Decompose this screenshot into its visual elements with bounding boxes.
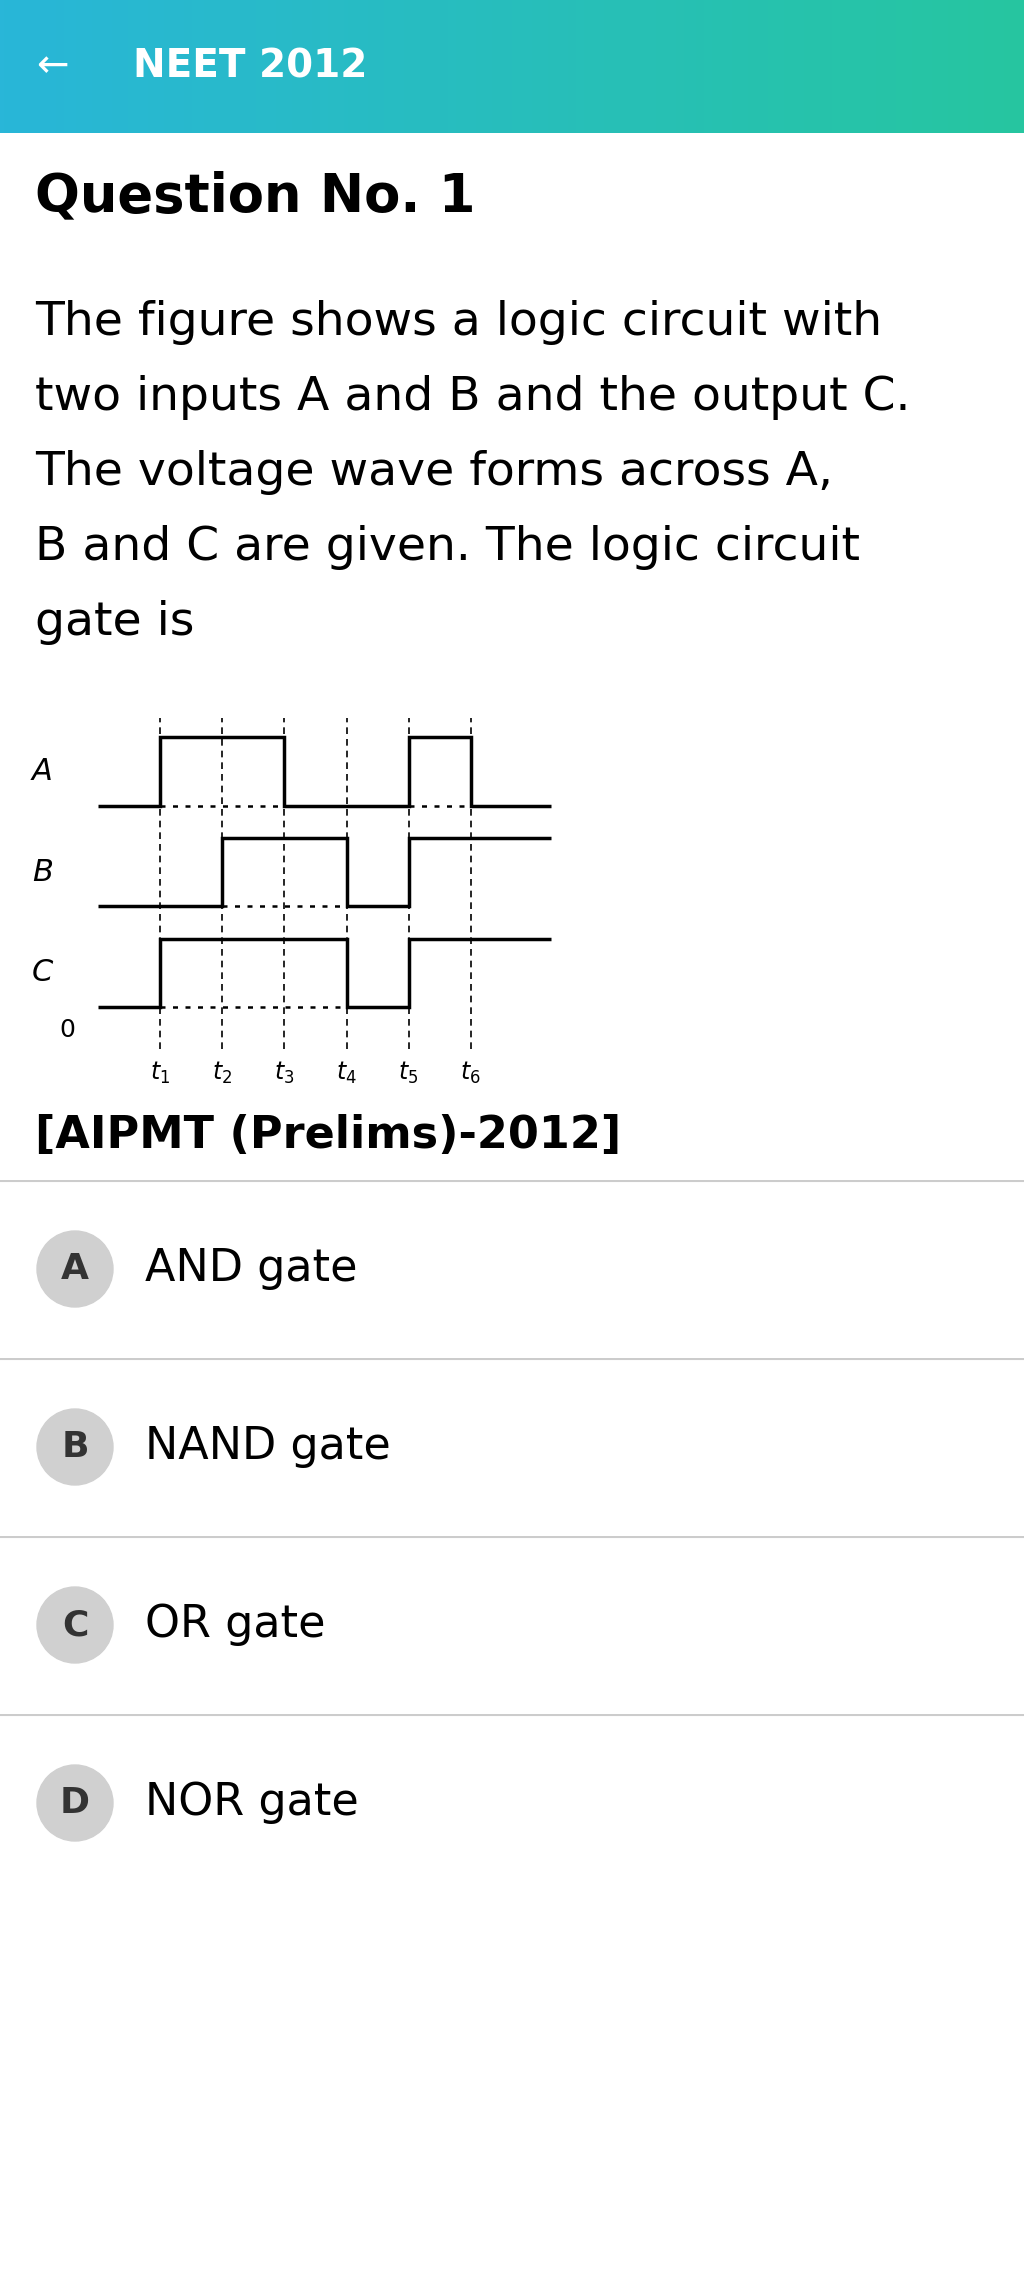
Text: gate is: gate is	[35, 601, 195, 644]
Text: D: D	[60, 1786, 90, 1821]
Text: Question No. 1: Question No. 1	[35, 170, 475, 222]
Text: $t_6$: $t_6$	[461, 1059, 481, 1087]
Text: The voltage wave forms across A,: The voltage wave forms across A,	[35, 449, 833, 495]
Text: AND gate: AND gate	[145, 1247, 357, 1291]
Circle shape	[37, 1766, 113, 1841]
Text: [AIPMT (Prelims)-2012]: [AIPMT (Prelims)-2012]	[35, 1114, 622, 1156]
Text: C: C	[32, 958, 53, 988]
Text: ◀: ◀	[769, 2240, 787, 2265]
Text: C: C	[61, 1607, 88, 1642]
Text: A: A	[61, 1252, 89, 1286]
Text: ◉: ◉	[500, 2238, 524, 2268]
Text: two inputs A and B and the output C.: two inputs A and B and the output C.	[35, 376, 910, 420]
Text: B and C are given. The logic circuit: B and C are given. The logic circuit	[35, 525, 860, 571]
Text: ▲: ▲	[925, 2243, 939, 2263]
Text: The figure shows a logic circuit with: The figure shows a logic circuit with	[35, 300, 882, 344]
Text: B: B	[32, 858, 53, 887]
Text: $t_2$: $t_2$	[212, 1059, 232, 1087]
Circle shape	[37, 1408, 113, 1486]
Text: $t_1$: $t_1$	[151, 1059, 170, 1087]
Text: B: B	[61, 1431, 89, 1463]
Circle shape	[37, 1231, 113, 1307]
Text: ←: ←	[36, 48, 69, 85]
Text: NOR gate: NOR gate	[145, 1782, 358, 1825]
Text: $t_3$: $t_3$	[274, 1059, 295, 1087]
Text: NEET 2012: NEET 2012	[133, 48, 368, 85]
Text: $t_4$: $t_4$	[336, 1059, 357, 1087]
Text: A: A	[32, 757, 53, 786]
Text: NAND gate: NAND gate	[145, 1426, 391, 1468]
Text: 0: 0	[59, 1018, 75, 1043]
Text: OR gate: OR gate	[145, 1603, 326, 1646]
Circle shape	[37, 1587, 113, 1662]
Text: ▐ ▌: ▐ ▌	[202, 2240, 249, 2265]
Text: $t_5$: $t_5$	[398, 1059, 419, 1087]
